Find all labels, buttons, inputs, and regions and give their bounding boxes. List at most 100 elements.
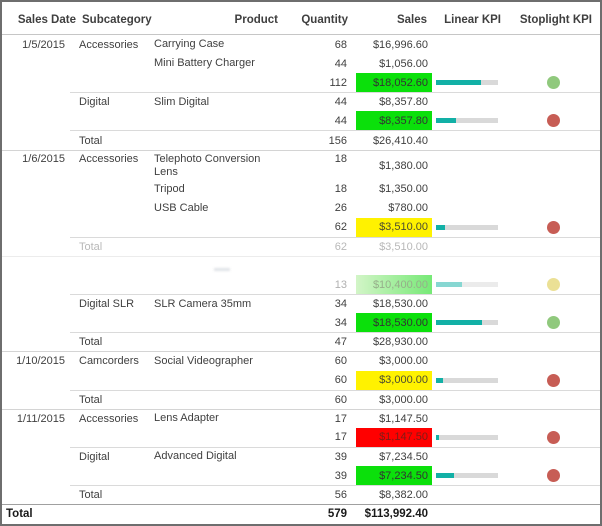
column-header-sales-date: Sales Date [17, 14, 76, 26]
column-header-linear-kpi: Linear KPI [444, 14, 501, 26]
product-cell [152, 466, 279, 485]
sales-cell: $780.00 [349, 199, 432, 218]
product-cell [152, 371, 279, 390]
sales-date-cell: 1/6/2015 [2, 149, 70, 180]
sales-cell: $1,380.00 [349, 149, 432, 180]
kpi-bar-fill [436, 224, 445, 230]
sales-value: $3,000.00 [356, 370, 432, 390]
linear-kpi-cell [432, 35, 507, 54]
stoplight-kpi-cell [507, 149, 600, 180]
sales-date-cell: 1/11/2015 [2, 408, 70, 428]
stoplight-kpi-cell [507, 351, 600, 370]
sales-value: $1,147.50 [356, 427, 432, 447]
subcategory-cell [70, 199, 152, 218]
linear-kpi-cell [432, 313, 507, 332]
sales-value: $1,350.00 [379, 183, 428, 196]
sales-date-cell [2, 218, 70, 237]
subcategory-cell: Digital SLR [70, 294, 152, 313]
table-row: 1/10/2015 Camcorders Social Videographer 60… [2, 351, 600, 370]
sales-date-cell [2, 180, 70, 199]
stoplight-kpi-cell [507, 332, 600, 351]
product-cell: Mini Battery Charger [154, 57, 255, 70]
quantity-cell: 13 [334, 278, 347, 291]
subcategory-cell [70, 255, 152, 275]
quantity-cell: 18 [279, 149, 349, 180]
column-header-sales: Sales [396, 14, 427, 26]
quantity-cell: 60 [334, 374, 347, 387]
sales-cell: $28,930.00 [349, 332, 432, 351]
sales-date-cell [2, 275, 70, 294]
stoplight-kpi-cell [507, 428, 600, 447]
table-row: Digital Slim Digital 44 $8,357.80 [2, 92, 600, 111]
sales-date-cell [2, 466, 70, 485]
sales-date-cell [2, 447, 70, 466]
quantity-cell: 44 [279, 92, 349, 111]
product-cell: Telephoto Conversion Lens [152, 149, 279, 180]
sales-value: $28,930.00 [372, 336, 428, 349]
sales-value [356, 257, 432, 275]
kpi-bar-fill [436, 80, 481, 86]
sales-cell: $113,992.40 [349, 504, 432, 523]
product-cell [152, 236, 279, 256]
sales-value: $1,056.00 [379, 57, 428, 70]
subcategory-cell: Accessories [79, 38, 139, 51]
subcategory-cell: Total [70, 130, 152, 149]
product-cell: SLR Camera 35mm [152, 294, 279, 313]
kpi-bar-track [436, 80, 498, 86]
sales-value: $18,530.00 [372, 298, 428, 311]
sales-date-cell [2, 92, 70, 111]
subcategory-cell: Camcorders [70, 351, 152, 370]
kpi-bar-track [436, 434, 498, 440]
subcategory-cell [70, 313, 152, 332]
product-cell [152, 485, 279, 504]
linear-kpi-cell [432, 199, 507, 218]
sales-date-cell [2, 54, 70, 73]
stoplight-kpi-cell [507, 294, 600, 313]
stoplight-red-icon [547, 220, 560, 234]
product-cell [152, 332, 279, 351]
sales-value: $7,234.50 [379, 450, 428, 463]
product-cell [152, 255, 279, 275]
subcategory-cell [70, 504, 152, 523]
sales-value: $1,380.00 [379, 160, 428, 173]
stoplight-kpi-cell [507, 180, 600, 199]
sales-date-cell: 1/5/2015 [22, 38, 65, 51]
linear-kpi-cell [432, 92, 507, 111]
table-row: Tripod 18 $1,350.00 [2, 180, 600, 199]
stoplight-kpi-cell [507, 236, 600, 256]
stoplight-kpi-cell [507, 73, 600, 92]
sales-value: $16,996.60 [372, 38, 428, 51]
sales-date-cell [2, 111, 70, 130]
table-row: Total 62 $3,510.00 [2, 236, 600, 256]
sales-value: $8,357.80 [356, 111, 432, 131]
product-cell [152, 73, 279, 92]
stoplight-red-icon [547, 373, 560, 387]
product-cell: Slim Digital [152, 92, 279, 111]
sales-cell: $3,510.00 [349, 217, 432, 237]
sales-date-cell [2, 237, 70, 256]
subcategory-cell [70, 428, 152, 447]
product-cell: Tripod [154, 182, 185, 195]
linear-kpi-cell [432, 275, 507, 294]
subcategory-cell: Total [70, 389, 152, 409]
stoplight-green-icon [547, 76, 560, 90]
linear-kpi-cell [432, 294, 507, 313]
product-cell [152, 428, 279, 447]
sales-cell: $3,000.00 [349, 351, 432, 370]
sales-date-cell [2, 73, 70, 92]
linear-kpi-cell [432, 351, 507, 370]
table-row: 13 $10,400.00 [2, 275, 600, 295]
sales-date-cell: 1/10/2015 [2, 351, 70, 370]
linear-kpi-cell [432, 466, 507, 485]
sales-value: $3,000.00 [379, 393, 428, 406]
table-row: Total 579 $113,992.40 [2, 504, 600, 523]
table-row: Digital Advanced Digital 39 $7,234.50 [2, 446, 600, 466]
sales-cell: $7,234.50 [349, 446, 432, 466]
sales-value: $1,147.50 [379, 412, 428, 425]
kpi-bar-fill [436, 320, 482, 326]
stoplight-kpi-cell [507, 313, 600, 332]
product-cell: USB Cable [154, 201, 209, 214]
stoplight-kpi-cell [507, 54, 600, 73]
quantity-cell: 579 [279, 504, 349, 523]
